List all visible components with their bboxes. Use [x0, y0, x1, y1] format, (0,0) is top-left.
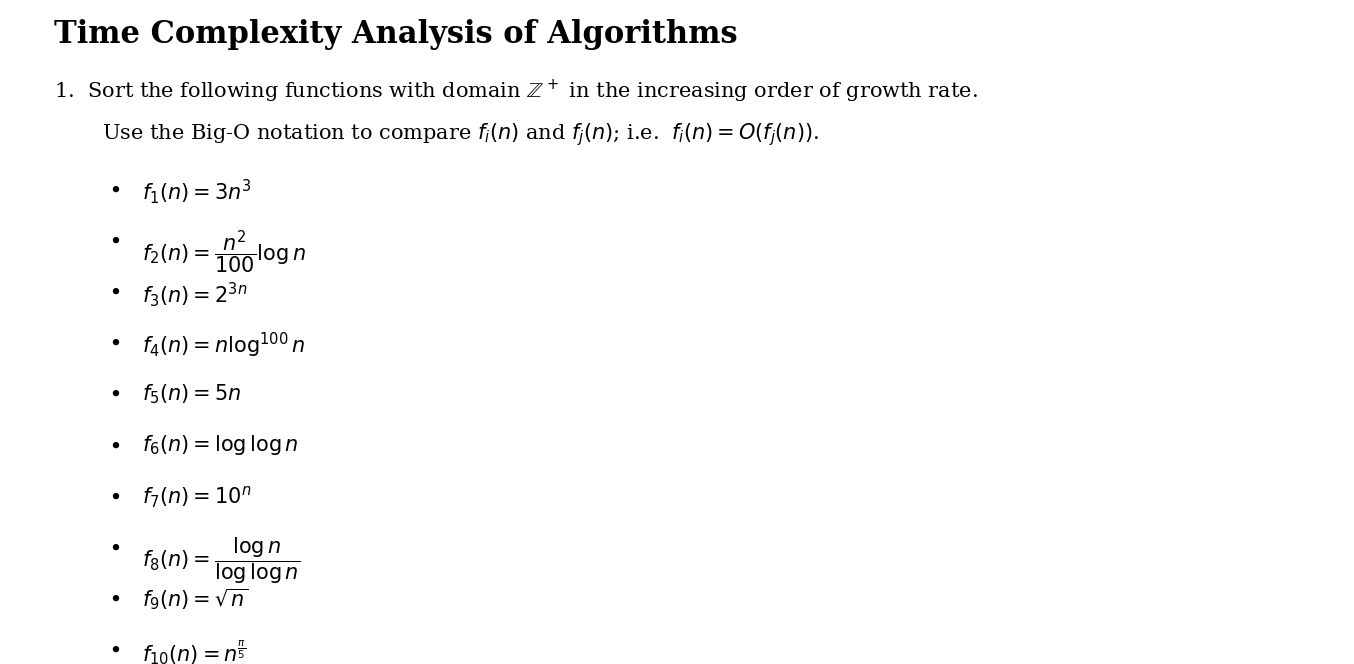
Text: $\bullet$: $\bullet$: [108, 637, 121, 660]
Text: $f_2(n) = \dfrac{n^2}{100} \log n$: $f_2(n) = \dfrac{n^2}{100} \log n$: [142, 229, 306, 276]
Text: $\bullet$: $\bullet$: [108, 178, 121, 200]
Text: $f_4(n) = n \log^{100} n$: $f_4(n) = n \log^{100} n$: [142, 331, 306, 361]
Text: $\bullet$: $\bullet$: [108, 229, 121, 251]
Text: $f_7(n) = 10^n$: $f_7(n) = 10^n$: [142, 484, 252, 510]
Text: $f_1(n) = 3n^3$: $f_1(n) = 3n^3$: [142, 178, 252, 207]
Text: $\bullet$: $\bullet$: [108, 535, 121, 558]
Text: $\bullet$: $\bullet$: [108, 434, 121, 456]
Text: $f_3(n) = 2^{3n}$: $f_3(n) = 2^{3n}$: [142, 280, 248, 309]
Text: $\bullet$: $\bullet$: [108, 484, 121, 507]
Text: $\bullet$: $\bullet$: [108, 586, 121, 609]
Text: $f_9(n) = \sqrt{n}$: $f_9(n) = \sqrt{n}$: [142, 586, 248, 612]
Text: 1.  Sort the following functions with domain $\mathbb{Z}^+$ in the increasing or: 1. Sort the following functions with dom…: [54, 78, 978, 105]
Text: $\bullet$: $\bullet$: [108, 331, 121, 353]
Text: $f_5(n) = 5n$: $f_5(n) = 5n$: [142, 382, 241, 406]
Text: $\bullet$: $\bullet$: [108, 280, 121, 302]
Text: $f_6(n) = \log \log n$: $f_6(n) = \log \log n$: [142, 434, 299, 457]
Text: $f_{10}(n) = n^{\frac{\pi}{5}}$: $f_{10}(n) = n^{\frac{\pi}{5}}$: [142, 637, 246, 664]
Text: $\bullet$: $\bullet$: [108, 382, 121, 404]
Text: Use the Big-O notation to compare $f_i(n)$ and $f_j(n)$; i.e. $\;f_i(n) = O(f_j(: Use the Big-O notation to compare $f_i(n…: [102, 122, 819, 148]
Text: Time Complexity Analysis of Algorithms: Time Complexity Analysis of Algorithms: [54, 19, 738, 50]
Text: $f_8(n) = \dfrac{\log n}{\log \log n}$: $f_8(n) = \dfrac{\log n}{\log \log n}$: [142, 535, 301, 586]
